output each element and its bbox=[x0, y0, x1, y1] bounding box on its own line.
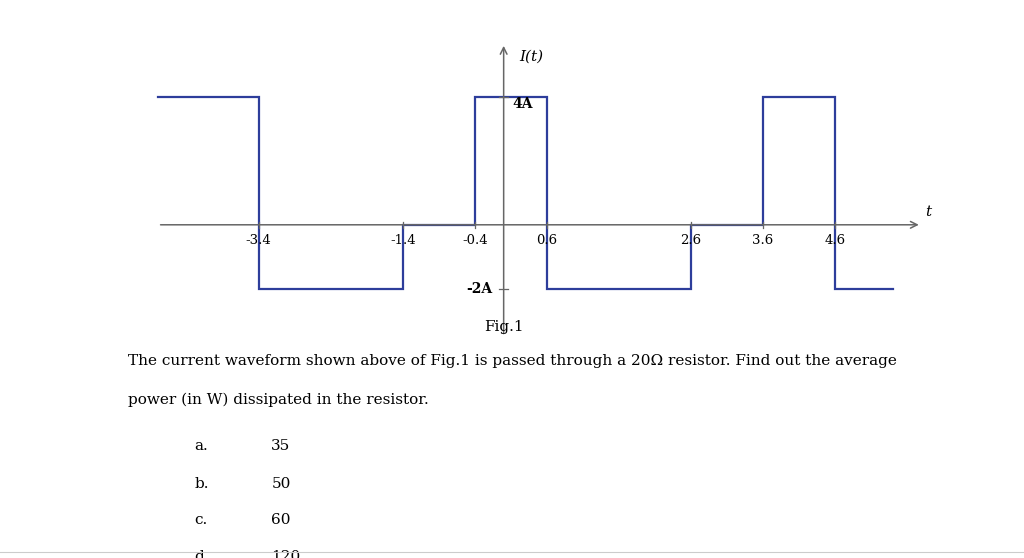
Text: b.: b. bbox=[195, 478, 209, 492]
Text: -3.4: -3.4 bbox=[246, 234, 271, 247]
Text: 4A: 4A bbox=[512, 97, 532, 111]
Text: -0.4: -0.4 bbox=[462, 234, 487, 247]
Text: 4.6: 4.6 bbox=[824, 234, 846, 247]
Text: a.: a. bbox=[195, 439, 208, 453]
Text: The current waveform shown above of Fig.1 is passed through a 20Ω resistor. Find: The current waveform shown above of Fig.… bbox=[128, 354, 897, 368]
Text: 3.6: 3.6 bbox=[753, 234, 774, 247]
Text: 2.6: 2.6 bbox=[680, 234, 701, 247]
Text: t: t bbox=[926, 205, 931, 219]
Text: c.: c. bbox=[195, 513, 208, 527]
Text: Fig.1: Fig.1 bbox=[484, 320, 523, 334]
Text: power (in W) dissipated in the resistor.: power (in W) dissipated in the resistor. bbox=[128, 393, 429, 407]
Text: 0.6: 0.6 bbox=[537, 234, 557, 247]
Text: 120: 120 bbox=[271, 550, 301, 558]
Text: 50: 50 bbox=[271, 478, 291, 492]
Text: 35: 35 bbox=[271, 439, 291, 453]
Text: -1.4: -1.4 bbox=[390, 234, 416, 247]
Text: -2A: -2A bbox=[467, 282, 493, 296]
Text: 60: 60 bbox=[271, 513, 291, 527]
Text: I(t): I(t) bbox=[519, 50, 544, 64]
Text: d.: d. bbox=[195, 550, 209, 558]
